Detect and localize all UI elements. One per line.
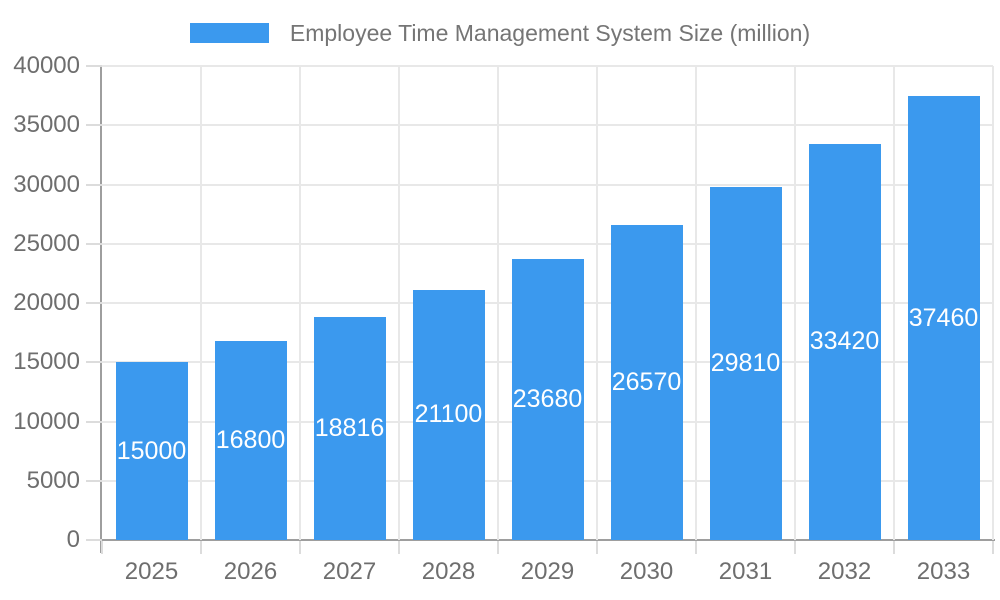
bar-2027[interactable]: 18816 — [313, 317, 386, 540]
x-tick-label: 2027 — [322, 558, 377, 585]
y-tick-label: 35000 — [13, 111, 80, 139]
bar-2025[interactable]: 15000 — [115, 362, 188, 540]
x-tick — [497, 541, 499, 554]
y-tick-label: 30000 — [13, 170, 80, 198]
h-gridline — [102, 183, 993, 186]
bar-value-label: 29810 — [710, 348, 781, 377]
h-gridline — [102, 124, 993, 127]
plot-area: 15000 16800 18816 21100 23680 26570 29810 33420… — [102, 65, 994, 540]
x-tick-label: 2029 — [520, 558, 575, 585]
y-tick — [86, 539, 102, 541]
bar-2029[interactable]: 23680 — [511, 259, 584, 540]
v-gridline — [695, 66, 697, 540]
legend-swatch-icon — [189, 23, 269, 43]
bar-value-label: 21100 — [414, 400, 483, 429]
y-tick-label: 10000 — [13, 407, 80, 435]
v-gridline — [200, 66, 202, 540]
v-gridline — [794, 66, 796, 540]
y-axis-line — [100, 66, 102, 553]
v-gridline — [596, 66, 598, 540]
x-tick — [596, 541, 598, 554]
y-tick-label: 0 — [66, 526, 80, 553]
y-tick — [86, 302, 102, 304]
v-gridline — [497, 66, 499, 540]
x-tick — [794, 541, 796, 554]
legend-label: Employee Time Management System Size (mi… — [289, 19, 811, 46]
v-gridline — [299, 66, 301, 540]
x-tick-label: 2031 — [718, 558, 773, 585]
bar-value-label: 16800 — [215, 425, 286, 454]
x-tick — [200, 541, 202, 554]
h-gridline — [102, 242, 993, 245]
bar-2033[interactable]: 37460 — [907, 96, 980, 540]
x-tick — [992, 541, 994, 554]
y-tick-label: 15000 — [13, 348, 80, 376]
bar-value-label: 18816 — [314, 414, 385, 443]
x-tick-label: 2028 — [421, 558, 476, 585]
bar-2030[interactable]: 26570 — [610, 225, 683, 540]
x-tick-label: 2033 — [916, 558, 971, 585]
y-tick — [86, 124, 102, 127]
x-tick — [101, 541, 103, 554]
y-tick-label: 40000 — [13, 52, 80, 79]
x-tick-label: 2030 — [619, 558, 674, 585]
bar-value-label: 23680 — [512, 385, 583, 414]
bar-value-label: 33420 — [809, 327, 880, 356]
bar-value-label: 15000 — [116, 436, 187, 465]
y-tick — [86, 65, 102, 67]
y-tick-label: 5000 — [26, 466, 80, 494]
v-gridline — [893, 66, 895, 540]
h-gridline — [102, 65, 993, 67]
bar-2032[interactable]: 33420 — [808, 143, 881, 540]
y-tick-label: 20000 — [13, 289, 80, 316]
y-tick — [86, 420, 102, 423]
y-tick-label: 25000 — [13, 229, 80, 257]
y-tick — [86, 242, 102, 245]
v-gridline — [398, 66, 400, 540]
bar-value-label: 26570 — [611, 368, 682, 397]
x-tick — [398, 541, 400, 554]
x-tick-label: 2032 — [817, 558, 872, 585]
x-axis-line — [100, 539, 995, 541]
bar-value-label: 37460 — [908, 303, 979, 332]
y-tick — [86, 183, 102, 186]
legend[interactable]: Employee Time Management System Size (mi… — [0, 13, 1000, 53]
x-tick-label: 2025 — [124, 558, 179, 585]
x-tick — [299, 541, 301, 554]
bar-2026[interactable]: 16800 — [214, 340, 287, 540]
y-tick — [86, 479, 102, 482]
v-gridline — [992, 66, 994, 540]
x-tick — [695, 541, 697, 554]
bar-2028[interactable]: 21100 — [412, 289, 485, 540]
x-tick — [893, 541, 895, 554]
bar-2031[interactable]: 29810 — [709, 186, 782, 540]
y-tick — [86, 361, 102, 364]
x-tick-label: 2026 — [223, 558, 278, 585]
